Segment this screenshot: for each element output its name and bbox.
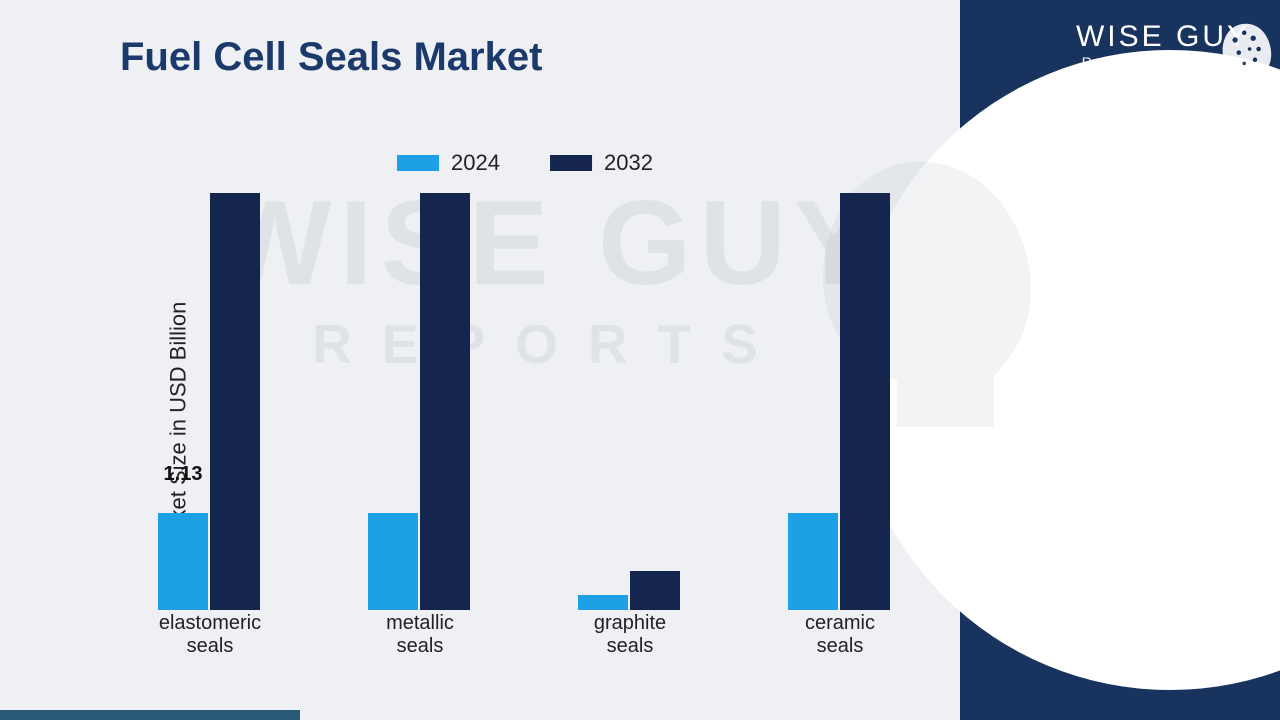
legend-swatch-2032 bbox=[550, 155, 592, 171]
bar bbox=[210, 193, 260, 610]
legend-label-2024: 2024 bbox=[451, 150, 500, 176]
bar bbox=[158, 513, 208, 610]
x-axis-category-label: metallicseals bbox=[350, 612, 490, 658]
chart-title: Fuel Cell Seals Market bbox=[120, 35, 542, 80]
bar bbox=[578, 595, 628, 610]
chart-canvas: WISE GUY REPORTS Fuel Cell Seals Market … bbox=[0, 0, 1280, 720]
legend-item-2024: 2024 bbox=[397, 150, 500, 176]
legend-item-2032: 2032 bbox=[550, 150, 653, 176]
bar bbox=[788, 513, 838, 610]
bottom-accent-bar bbox=[0, 710, 300, 720]
legend: 2024 2032 bbox=[397, 150, 653, 176]
bar-value-label: 1.13 bbox=[164, 463, 203, 486]
logo-head-icon bbox=[1218, 22, 1274, 94]
x-axis-category-label: elastomericseals bbox=[140, 612, 280, 658]
plot-area: 1.13 bbox=[130, 180, 940, 610]
x-axis-category-label: graphiteseals bbox=[560, 612, 700, 658]
bar bbox=[840, 193, 890, 610]
bar bbox=[368, 513, 418, 610]
bar bbox=[630, 571, 680, 610]
legend-label-2032: 2032 bbox=[604, 150, 653, 176]
x-axis-labels: elastomericseals metallicseals graphitesea… bbox=[130, 612, 940, 672]
chart-area: Market Size in USD Billion 2024 2032 1.1… bbox=[110, 180, 940, 680]
bar bbox=[420, 193, 470, 610]
x-axis-category-label: ceramicseals bbox=[770, 612, 910, 658]
legend-swatch-2024 bbox=[397, 155, 439, 171]
